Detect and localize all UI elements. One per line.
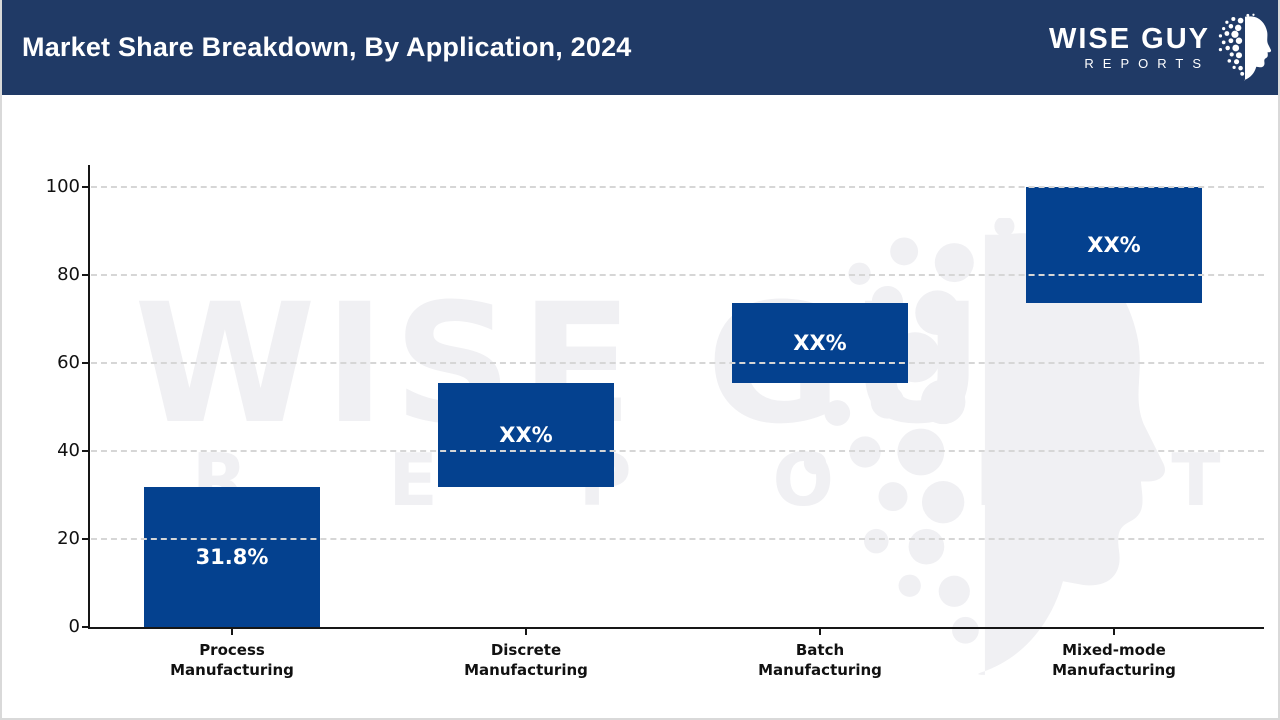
- gridline: [91, 274, 1264, 276]
- gridline: [91, 450, 1264, 452]
- bar: 31.8%: [144, 487, 320, 627]
- brand-logo: WISE GUY REPORTS: [1049, 9, 1272, 87]
- y-tick-label: 60: [57, 352, 80, 373]
- logo-wordmark: WISE GUY: [1048, 22, 1210, 55]
- bar-value-label: 31.8%: [195, 545, 269, 570]
- y-tick-mark: [82, 450, 90, 452]
- gridline: [91, 362, 1264, 364]
- x-tick-mark: [231, 629, 233, 635]
- y-tick-label: 80: [57, 264, 80, 285]
- gridline: [91, 538, 1264, 540]
- logo-text: WISE GUY REPORTS: [1048, 22, 1210, 72]
- bar-value-label: XX%: [499, 422, 553, 447]
- gridline: [91, 186, 1264, 188]
- x-category-label: Process Manufacturing: [170, 641, 294, 680]
- y-tick-mark: [82, 538, 90, 540]
- y-tick-label: 0: [68, 616, 80, 637]
- bar: XX%: [1026, 187, 1202, 303]
- bar-value-label: XX%: [793, 330, 847, 355]
- bar: XX%: [438, 382, 614, 488]
- bar-value-label: XX%: [1087, 232, 1141, 257]
- y-axis-line: [88, 165, 90, 629]
- x-tick-mark: [819, 629, 821, 635]
- x-tick-mark: [1113, 629, 1115, 635]
- header: Market Share Breakdown, By Application, …: [2, 0, 1278, 95]
- logo-face-icon: [1214, 9, 1272, 87]
- chart-title: Market Share Breakdown, By Application, …: [22, 32, 632, 62]
- y-tick-mark: [82, 186, 90, 188]
- y-tick-mark: [82, 274, 90, 276]
- y-tick-label: 40: [57, 440, 80, 461]
- logo-subtext: REPORTS: [1084, 56, 1210, 72]
- x-category-label: Discrete Manufacturing: [464, 641, 588, 680]
- y-tick-label: 20: [57, 528, 80, 549]
- y-tick-mark: [82, 626, 90, 628]
- y-tick-label: 100: [45, 176, 80, 197]
- x-tick-mark: [525, 629, 527, 635]
- x-category-label: Mixed-mode Manufacturing: [1052, 641, 1176, 680]
- x-category-label: Batch Manufacturing: [758, 641, 882, 680]
- x-axis-line: [88, 627, 1264, 629]
- y-tick-mark: [82, 362, 90, 364]
- bar: XX%: [732, 302, 908, 383]
